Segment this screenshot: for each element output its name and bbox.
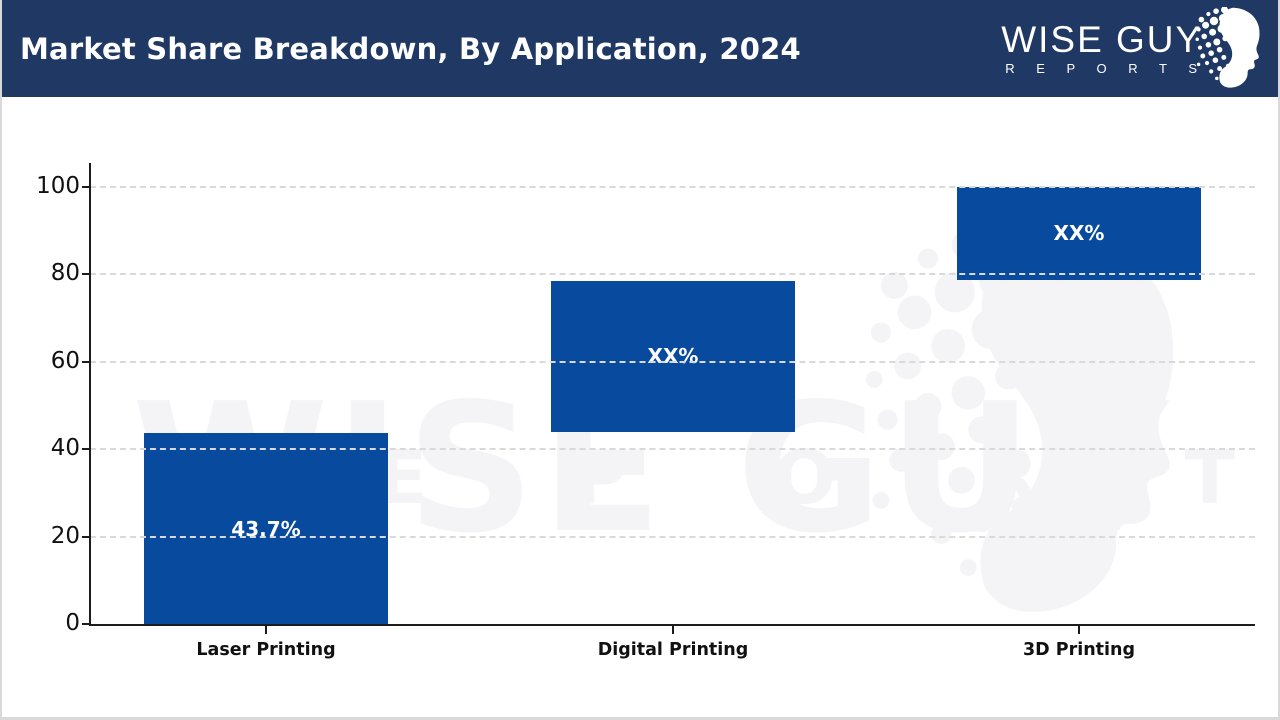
y-tick-label-20: 20	[50, 522, 80, 549]
bar-value-label: XX%	[1053, 221, 1105, 246]
gridline-100	[90, 186, 1255, 188]
bar-digital-printing: XX%	[551, 280, 795, 432]
x-tick-0	[265, 626, 267, 634]
y-tick-label-100: 100	[36, 173, 80, 199]
y-tick-100	[82, 186, 90, 188]
header: Market Share Breakdown, By Application, …	[2, 0, 1278, 97]
y-tick-label-0: 0	[65, 610, 80, 636]
logo-text: WISE GUY R E P O R T S	[1001, 21, 1206, 76]
bar-laser-printing: 43.7%	[144, 433, 388, 624]
y-tick-label-40: 40	[50, 435, 80, 462]
logo-subtitle: R E P O R T S	[1005, 61, 1206, 76]
logo-wordmark: WISE GUY	[1001, 19, 1203, 60]
bar-3d-printing: XX%	[957, 187, 1201, 280]
y-tick-label-60: 60	[50, 347, 80, 374]
gridline-20	[90, 535, 1255, 538]
y-tick-label-80: 80	[50, 260, 80, 287]
bar-value-label: XX%	[647, 344, 699, 369]
y-tick-40	[82, 448, 90, 451]
gridline-60	[90, 360, 1255, 363]
wise-guy-reports-logo: WISE GUY R E P O R T S	[1001, 6, 1278, 91]
y-tick-20	[82, 535, 90, 538]
gridline-40	[90, 448, 1255, 451]
x-tick-label-1: Digital Printing	[597, 640, 749, 660]
chart-title: Market Share Breakdown, By Application, …	[20, 31, 801, 66]
y-tick-80	[82, 273, 90, 276]
gridline-80	[90, 273, 1255, 276]
x-tick-label-0: Laser Printing	[196, 640, 336, 660]
y-tick-0	[82, 623, 90, 625]
x-tick-1	[672, 626, 674, 634]
y-axis-line	[89, 163, 91, 626]
x-axis-line	[89, 624, 1255, 626]
y-tick-60	[82, 360, 90, 363]
x-tick-label-2: 3D Printing	[1022, 640, 1136, 660]
x-tick-2	[1078, 626, 1080, 634]
